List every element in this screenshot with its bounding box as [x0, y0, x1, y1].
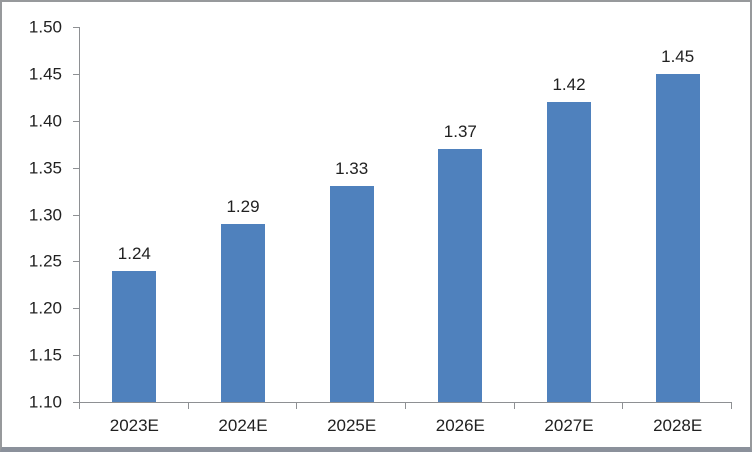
y-tick-label: 1.25 — [28, 251, 62, 271]
x-tick — [187, 403, 189, 409]
bar-value-label: 1.33 — [335, 159, 369, 179]
y-tick-label: 1.20 — [28, 298, 62, 318]
bar — [547, 102, 591, 402]
y-tick-label: 1.35 — [28, 158, 62, 178]
bar-value-label: 1.29 — [226, 196, 260, 216]
bar — [655, 73, 700, 402]
y-tick — [73, 27, 79, 28]
y-tick — [73, 355, 79, 357]
y-tick — [73, 402, 79, 403]
y-tick-label: 1.45 — [28, 64, 62, 84]
x-category-label: 2027E — [544, 416, 594, 435]
x-category-label: 2025E — [327, 416, 377, 435]
y-tick-label: 1.10 — [28, 392, 62, 412]
bar-value-label: 1.37 — [443, 121, 477, 141]
y-tick — [73, 73, 79, 75]
y-tick-label: 1.50 — [28, 17, 62, 37]
bar — [112, 270, 157, 402]
x-tick — [296, 403, 298, 409]
plot-area: 1.50 1.45 1.40 1.35 1.30 1.25 1.20 1.15 1.10 1.24… — [2, 2, 750, 447]
y-tick-label: 1.30 — [28, 205, 62, 224]
x-tick — [731, 403, 732, 409]
y-tick — [73, 261, 79, 263]
bar — [438, 148, 483, 402]
x-category-label: 2028E — [653, 416, 703, 435]
x-category-label: 2026E — [435, 416, 485, 435]
x-tick — [513, 403, 515, 409]
x-tick — [405, 403, 406, 409]
y-tick — [73, 214, 79, 216]
bar-value-label: 1.42 — [552, 75, 586, 94]
x-tick — [622, 403, 624, 409]
x-axis-line — [79, 402, 732, 403]
bar — [329, 186, 374, 402]
bar — [221, 223, 265, 402]
bar-value-label: 1.45 — [661, 46, 695, 66]
y-axis-line — [79, 27, 80, 402]
x-tick — [79, 403, 80, 409]
x-category-label: 2023E — [109, 416, 159, 435]
y-tick — [73, 167, 79, 169]
y-tick — [73, 120, 79, 122]
bar-value-label: 1.24 — [117, 243, 151, 263]
y-tick-label: 1.40 — [28, 111, 62, 131]
x-category-label: 2024E — [218, 416, 268, 435]
y-tick — [73, 308, 79, 310]
y-tick-label: 1.15 — [28, 345, 62, 365]
